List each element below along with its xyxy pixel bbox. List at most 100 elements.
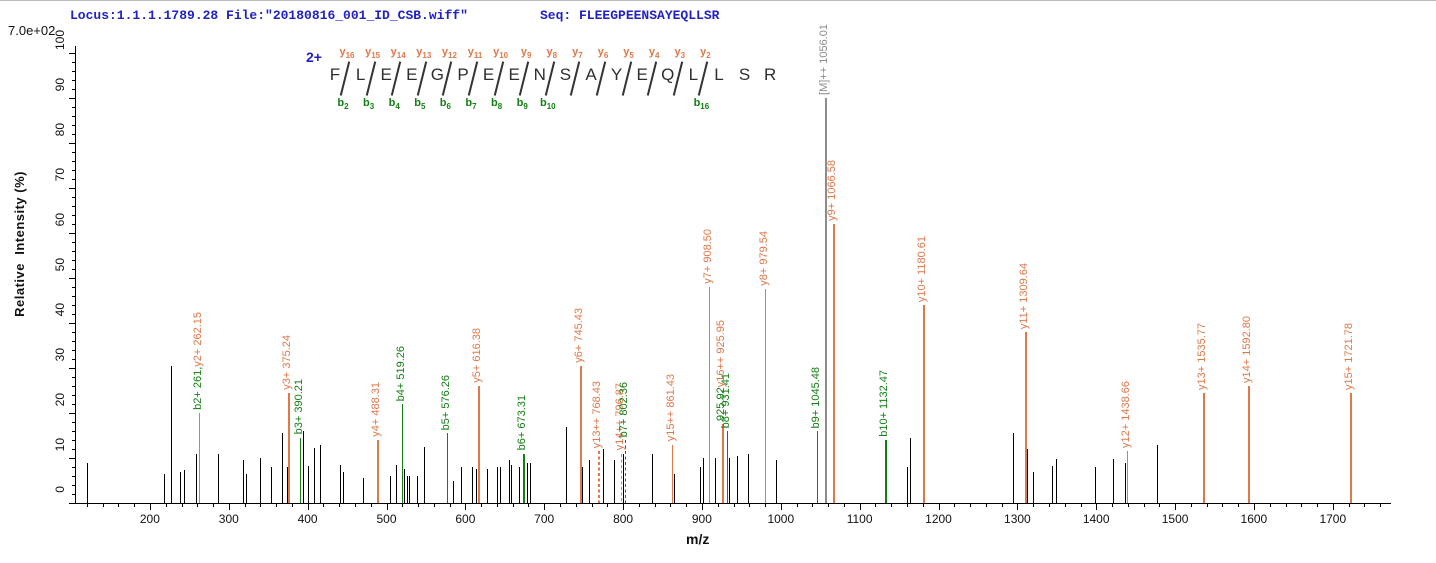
peak	[486, 469, 488, 504]
peak	[171, 365, 173, 504]
y-tick	[72, 395, 75, 396]
y-tick	[72, 287, 75, 288]
peak-label: y13++ 768.43	[591, 381, 604, 448]
y-tick	[69, 53, 75, 54]
peak	[747, 453, 749, 503]
y-tick	[72, 197, 75, 198]
y-tick	[69, 98, 75, 99]
y-tick	[72, 431, 75, 432]
peak-label: y12+ 1438.66	[1120, 381, 1133, 448]
sequence-residue: E	[380, 65, 392, 84]
x-tick	[970, 503, 971, 507]
y-tick	[72, 296, 75, 297]
peak	[287, 467, 289, 503]
x-tick	[1064, 503, 1066, 507]
peak	[302, 431, 304, 503]
y-tick-label: 40	[53, 303, 67, 317]
peak-label: y7+ 908.50	[702, 229, 715, 284]
x-tick	[591, 503, 593, 507]
peak	[1026, 449, 1028, 503]
peak-label: y6+ 745.43	[573, 308, 586, 363]
annotated-peak	[1248, 386, 1250, 503]
peak	[589, 460, 591, 504]
y-tick	[69, 188, 75, 189]
peak	[651, 453, 653, 503]
x-tick	[496, 503, 498, 507]
x-tick	[1080, 503, 1082, 507]
peak	[260, 458, 262, 503]
peak-label: y13+ 1535.77	[1196, 323, 1209, 390]
annotated-peak	[671, 444, 674, 503]
y-ion-ladder-label: y15	[365, 46, 381, 61]
peak	[714, 458, 716, 503]
peak-label-text: y11+ 1309.64	[1018, 262, 1030, 329]
x-tick	[891, 503, 893, 507]
b-ion-ladder-label: b10	[539, 97, 556, 112]
peak	[910, 437, 912, 504]
y-tick-label: 30	[53, 348, 67, 362]
peak	[472, 467, 474, 503]
peak	[1094, 467, 1096, 503]
peak-label-text: y4+ 488.31	[370, 382, 383, 437]
peak	[270, 467, 272, 503]
x-tick	[181, 503, 183, 507]
y-ion-ladder-label: y7	[572, 46, 583, 61]
peak	[409, 476, 411, 503]
x-axis-title: m/z	[686, 531, 710, 547]
y-tick	[69, 143, 75, 144]
b-ion-ladder-label: b5	[414, 97, 426, 112]
x-tick	[386, 503, 388, 510]
peak	[500, 467, 502, 503]
sequence-residue: E	[406, 65, 418, 84]
peak	[613, 460, 615, 504]
y-tick	[69, 233, 75, 234]
x-tick	[1301, 503, 1303, 507]
x-tick-label: 400	[297, 512, 318, 526]
x-tick	[307, 503, 309, 510]
x-tick	[938, 503, 940, 510]
annotated-peak	[1126, 451, 1129, 504]
x-tick	[449, 503, 451, 507]
peak	[452, 480, 454, 503]
x-tick-label: 1200	[925, 512, 952, 526]
y-tick	[72, 224, 75, 225]
sequence-residue: E	[636, 65, 648, 84]
peak	[776, 460, 778, 504]
x-tick	[465, 503, 467, 510]
x-tick	[843, 503, 845, 507]
annotated-peak	[764, 289, 767, 504]
x-tick	[1348, 503, 1350, 507]
x-tick	[1001, 503, 1003, 507]
x-tick	[1127, 503, 1129, 507]
peak-label-text: y14+ 1592.80	[1241, 316, 1254, 383]
x-tick	[418, 503, 419, 507]
peak	[699, 467, 701, 503]
x-tick	[1332, 503, 1334, 510]
y-tick	[72, 485, 75, 486]
x-tick-label: 200	[139, 512, 160, 526]
peak	[1012, 433, 1014, 504]
annotated-peak	[598, 451, 600, 504]
sequence-residue: L	[688, 65, 699, 84]
x-tick	[244, 503, 246, 507]
y-tick-label: 20	[53, 393, 67, 407]
peak-label-text: y3+ 375.24	[281, 334, 294, 390]
peak-label-text: b9+ 1045.48	[809, 366, 822, 428]
y-tick-label: 50	[53, 258, 67, 272]
peak	[582, 467, 584, 503]
peak-label-text: y15++ 861.43	[664, 374, 677, 442]
sequence-residue: N	[533, 65, 546, 84]
peak	[526, 462, 528, 503]
x-tick-label: 1700	[1319, 512, 1347, 526]
x-tick	[228, 503, 230, 510]
y-ion-ladder-label: y2	[700, 46, 711, 61]
peak-label-text: y13++ 768.43	[591, 380, 604, 449]
peak	[475, 469, 477, 504]
peak	[396, 464, 398, 504]
x-tick	[1222, 503, 1224, 507]
x-tick	[828, 503, 830, 507]
y-ion-ladder-label: y8	[546, 46, 558, 61]
peak-label-text: b5+ 576.26	[439, 374, 452, 431]
annotated-peak	[620, 453, 623, 503]
y-tick	[72, 206, 75, 207]
